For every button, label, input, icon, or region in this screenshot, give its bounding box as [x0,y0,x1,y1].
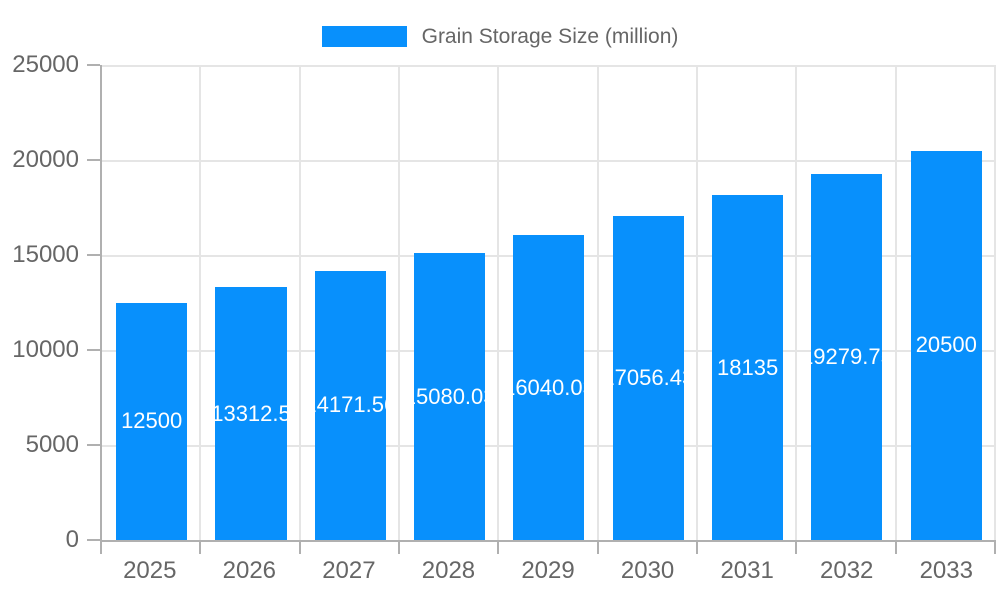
v-gridline [298,65,301,540]
v-gridline [894,65,897,540]
y-tick-mark [87,349,100,351]
y-tick-label: 25000 [12,51,79,78]
x-tick-mark [298,540,301,554]
v-gridline [695,65,698,540]
bar-2030[interactable]: 17056.43 [612,215,684,540]
x-tick-mark [795,540,798,554]
v-gridline [199,65,202,540]
bar-slot: 14171.56 [301,65,400,540]
x-tick-mark [994,540,996,554]
x-tick-label: 2026 [222,557,277,584]
bar-value-label: 20500 [915,332,977,358]
bar-2031[interactable]: 18135 [712,195,784,540]
bar-2027[interactable]: 14171.56 [314,270,386,540]
bar-2032[interactable]: 19279.75 [811,173,883,540]
bar-slot: 13312.5 [201,65,300,540]
bar-slot: 15080.03 [400,65,499,540]
bar-slot: 19279.75 [797,65,896,540]
bar-slot: 17056.43 [599,65,698,540]
bar-2026[interactable]: 13312.5 [215,287,287,540]
bar-2033[interactable]: 20500 [910,150,982,540]
v-gridline [397,65,400,540]
x-tick-label: 2030 [620,557,675,584]
v-gridline [596,65,599,540]
y-tick-label: 10000 [12,336,79,363]
plot-area: 12500 13312.5 14171.56 15080.03 16040.03 1705… [100,65,996,542]
x-tick-label: 2028 [421,557,476,584]
x-tick-label: 2031 [720,557,774,584]
y-tick-label: 15000 [12,241,79,268]
v-gridline [497,65,500,540]
legend-swatch [321,25,407,47]
x-tick-mark [100,540,102,554]
x-tick-mark [696,540,698,554]
bar-slot: 16040.03 [499,65,598,540]
bar-2025[interactable]: 12500 [116,302,188,540]
bar-slot: 12500 [102,65,201,540]
y-tick-mark [87,64,100,66]
x-tick-mark [497,540,500,554]
y-tick-label: 0 [65,526,79,553]
legend-label: Grain Storage Size (million) [421,24,679,48]
x-tick-label: 2032 [820,557,874,584]
h-gridline [102,160,996,162]
x-tick-label: 2033 [919,557,973,584]
bar-slot: 18135 [698,65,797,540]
bar-value-label: 13312.5 [215,400,287,426]
x-tick-label: 2029 [521,557,575,584]
y-tick-mark [87,444,100,446]
x-tick-mark [894,540,897,554]
y-tick-label: 20000 [12,146,79,173]
bar-slot: 20500 [897,65,996,540]
bar-value-label: 17056.43 [613,364,684,390]
x-tick-mark [596,540,599,554]
bar-value-label: 19279.75 [811,343,882,369]
x-tick-label: 2025 [123,557,177,584]
bar-2029[interactable]: 16040.03 [513,235,585,540]
h-gridline [102,65,996,67]
bar-value-label: 15080.03 [414,383,485,409]
bar-value-label: 18135 [717,354,779,380]
x-tick-mark [199,540,202,554]
x-axis-labels: 2025 2026 2027 2028 2029 2030 2031 2032 2033 [100,556,996,586]
x-tick-mark [398,540,400,554]
v-gridline [994,65,996,540]
y-tick-mark [87,254,100,256]
v-gridline [795,65,798,540]
bar-value-label: 16040.03 [513,374,584,400]
y-tick-mark [87,159,100,161]
bar-value-label: 14171.56 [315,392,386,418]
legend-item[interactable]: Grain Storage Size (million) [0,20,1000,52]
bar-value-label: 12500 [121,408,183,434]
bar-2028[interactable]: 15080.03 [414,253,486,540]
y-tick-label: 5000 [25,431,79,458]
bar-series: 12500 13312.5 14171.56 15080.03 16040.03 1705… [102,65,996,540]
y-axis-labels: 0 5000 10000 15000 20000 25000 [0,0,79,600]
x-tick-label: 2027 [322,557,376,584]
y-tick-mark [87,539,100,541]
